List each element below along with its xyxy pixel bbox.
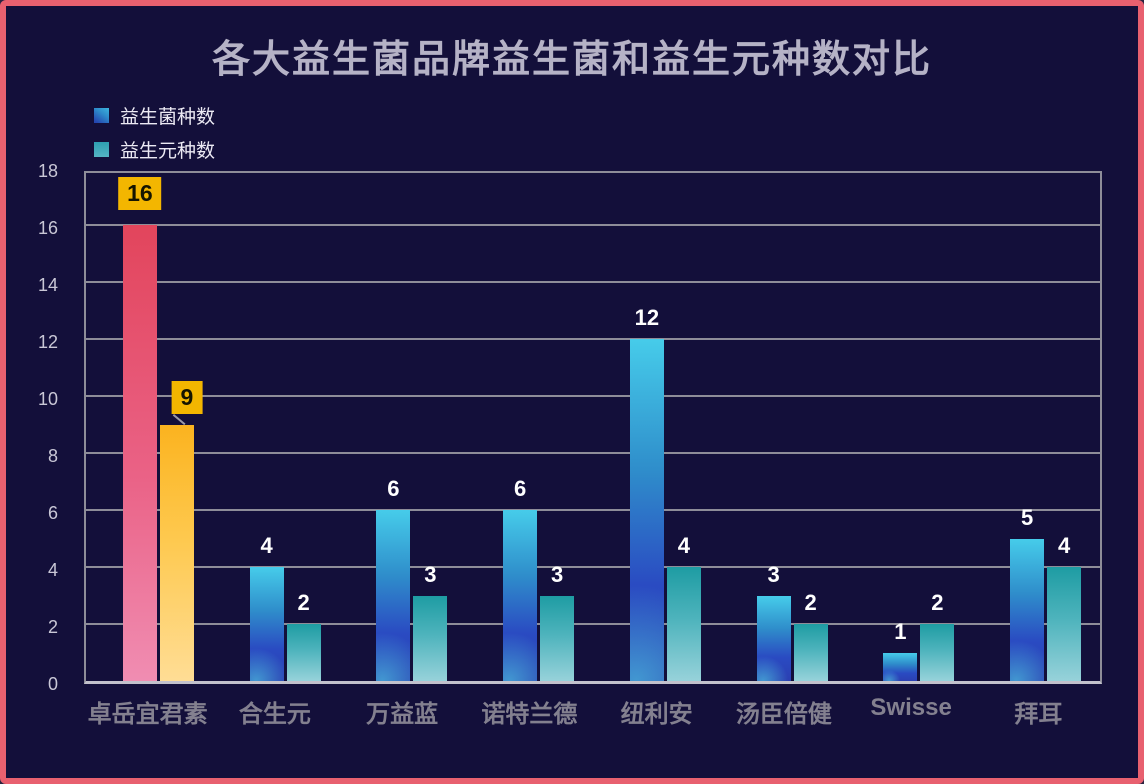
y-tick-label: 8: [47, 446, 58, 466]
bar-group-卓岳宜君素: 16 9: [86, 173, 213, 681]
legend-label: 益生菌种数: [120, 106, 216, 128]
value-label: 2: [804, 590, 817, 615]
value-label: 2: [931, 590, 944, 615]
y-tick-label: 4: [47, 560, 58, 580]
label-leader-line: [172, 413, 186, 425]
gridline: [86, 509, 1100, 511]
y-tick-label: 2: [47, 617, 58, 637]
bar-group-纽利安: 12 4: [593, 173, 720, 681]
bar-拜耳-益生元种数: 4: [1047, 533, 1082, 681]
y-tick-label: 12: [37, 332, 58, 352]
bar-groups: 16 9 4 2 6 3 6 3 12 4 3 2 1 2 5 4: [86, 173, 1100, 681]
value-label: 4: [260, 533, 273, 558]
gridline: [86, 566, 1100, 568]
value-label: 6: [387, 476, 400, 501]
y-tick-label: 10: [37, 389, 58, 409]
x-axis-label-卓岳宜君素: 卓岳宜君素: [87, 701, 208, 728]
legend-item-prebiotic: 益生元种数: [94, 132, 215, 166]
bar-诺特兰德-益生菌种数: 6: [503, 476, 538, 681]
gridline: [86, 452, 1100, 454]
bar-Swisse-益生元种数: 2: [920, 590, 955, 681]
value-label: 16: [118, 177, 162, 210]
x-axis-label-Swisse: Swisse: [870, 694, 952, 721]
x-axis-label-万益蓝: 万益蓝: [366, 701, 439, 728]
y-tick-label: 14: [37, 275, 58, 295]
value-label: 4: [677, 533, 690, 558]
x-axis-label-拜耳: 拜耳: [1014, 701, 1063, 728]
value-label: 3: [767, 561, 780, 587]
value-label: 4: [1058, 533, 1071, 558]
bar-卓岳宜君素-益生菌种数: 16: [118, 177, 162, 681]
x-axis-label-纽利安: 纽利安: [620, 701, 693, 728]
x-axis: 卓岳宜君素 合生元 万益蓝 诺特兰德 纽利安 汤臣倍健 Swisse 拜耳: [84, 694, 1102, 729]
legend-item-probiotic: 益生菌种数: [94, 98, 215, 132]
value-label: 1: [894, 618, 907, 644]
probiotic-swatch-icon: [94, 107, 109, 123]
bar-汤臣倍健-益生菌种数: 3: [756, 562, 791, 681]
value-label: 2: [297, 590, 310, 615]
bar-万益蓝-益生菌种数: 6: [376, 476, 411, 681]
x-axis-label-汤臣倍健: 汤臣倍健: [735, 701, 832, 728]
value-label: 6: [514, 476, 527, 501]
bar-万益蓝-益生元种数: 3: [413, 562, 448, 681]
legend-label: 益生元种数: [120, 140, 216, 162]
gridline: [86, 338, 1100, 340]
y-tick-label: 6: [47, 503, 58, 523]
bar-卓岳宜君素-益生元种数: 9: [159, 380, 203, 681]
prebiotic-swatch-icon: [94, 141, 109, 157]
x-axis-label-合生元: 合生元: [238, 701, 311, 728]
bar-合生元-益生元种数: 2: [286, 590, 321, 681]
y-tick-label: 16: [37, 218, 58, 238]
value-label: 5: [1021, 504, 1034, 530]
y-tick-label: 18: [37, 161, 58, 181]
x-axis-label-诺特兰德: 诺特兰德: [481, 701, 578, 728]
bar-合生元-益生菌种数: 4: [249, 533, 284, 681]
bar-汤臣倍健-益生元种数: 2: [793, 590, 828, 681]
value-label: 12: [634, 305, 660, 330]
bar-拜耳-益生菌种数: 5: [1010, 505, 1045, 681]
value-label: 3: [551, 561, 564, 587]
value-label: 9: [171, 380, 203, 414]
chart-title: 各大益生菌品牌益生菌和益生元种数对比: [211, 36, 932, 81]
value-label: 3: [424, 561, 437, 587]
gridline: [86, 395, 1100, 397]
plot-area: 16 9 4 2 6 3 6 3 12 4 3 2 1 2 5 4: [84, 171, 1102, 684]
y-axis: 0 2 4 6 8 10 12 14 16 18: [6, 161, 74, 694]
legend: 益生菌种数 益生元种数: [94, 98, 215, 166]
bar-Swisse-益生菌种数: 1: [883, 619, 918, 681]
bar-纽利安-益生元种数: 4: [666, 533, 701, 681]
gridline: [86, 623, 1100, 625]
bar-纽利安-益生菌种数: 12: [629, 305, 664, 681]
gridline: [86, 281, 1100, 283]
gridline: [86, 224, 1100, 226]
bar-诺特兰德-益生元种数: 3: [540, 562, 575, 681]
y-tick-label: 0: [47, 674, 58, 694]
